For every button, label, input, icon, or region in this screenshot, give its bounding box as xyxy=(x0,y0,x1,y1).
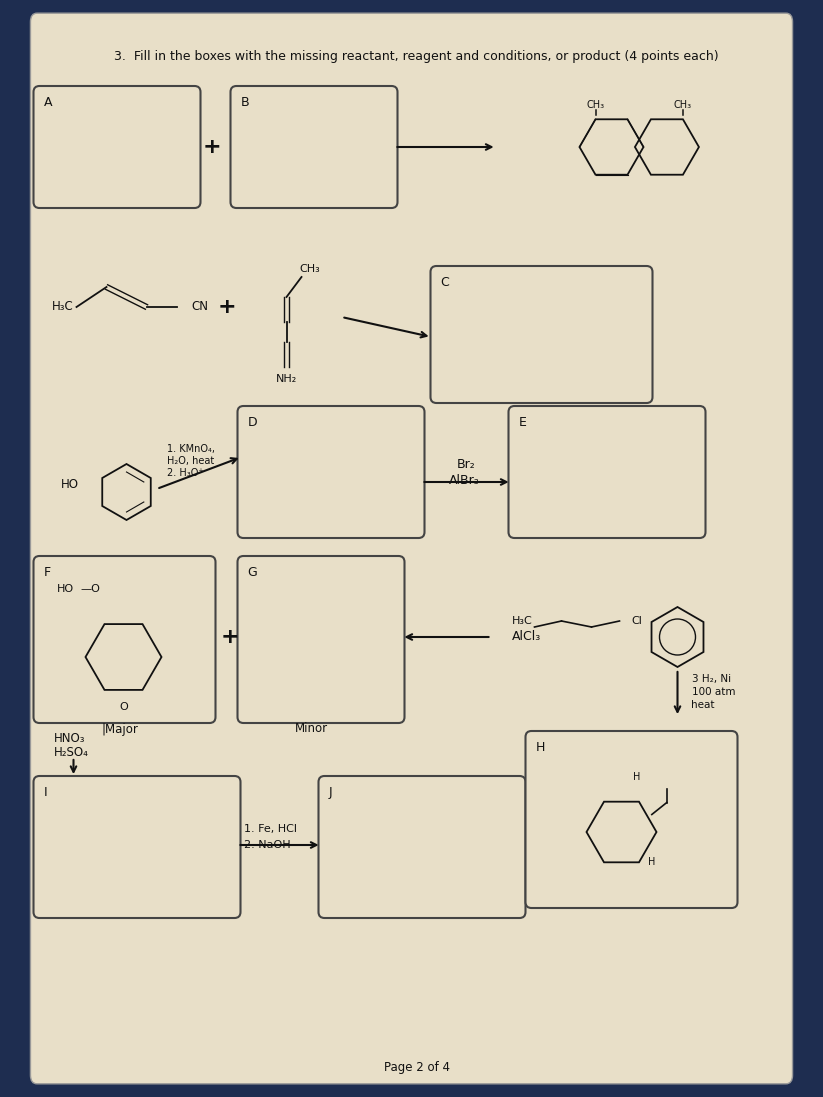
FancyBboxPatch shape xyxy=(230,86,398,208)
Text: H: H xyxy=(536,740,545,754)
FancyBboxPatch shape xyxy=(34,776,240,918)
Text: Br₂: Br₂ xyxy=(457,459,476,472)
FancyBboxPatch shape xyxy=(319,776,526,918)
Text: +: + xyxy=(221,627,239,647)
Text: +: + xyxy=(202,137,221,157)
Text: |Major: |Major xyxy=(101,723,138,735)
Text: HO: HO xyxy=(57,584,73,593)
Text: 100 atm: 100 atm xyxy=(691,687,735,697)
Text: H: H xyxy=(633,772,640,782)
Text: Cl: Cl xyxy=(631,617,643,626)
Text: E: E xyxy=(518,416,527,429)
FancyBboxPatch shape xyxy=(238,556,404,723)
Text: F: F xyxy=(44,566,51,579)
Text: 1. Fe, HCl: 1. Fe, HCl xyxy=(244,824,296,834)
Text: 3 H₂, Ni: 3 H₂, Ni xyxy=(691,674,731,685)
Text: H₂SO₄: H₂SO₄ xyxy=(53,746,88,759)
Text: A: A xyxy=(44,97,52,109)
Text: AlCl₃: AlCl₃ xyxy=(512,631,541,644)
Text: CH₃: CH₃ xyxy=(674,100,692,110)
FancyBboxPatch shape xyxy=(526,731,737,908)
Text: O: O xyxy=(119,702,128,712)
Text: CH₃: CH₃ xyxy=(299,264,320,274)
Text: H₂O, heat: H₂O, heat xyxy=(166,456,214,466)
Text: 2. H₃O⁺: 2. H₃O⁺ xyxy=(166,468,203,478)
Text: B: B xyxy=(240,97,249,109)
Text: heat: heat xyxy=(691,700,715,710)
Text: Page 2 of 4: Page 2 of 4 xyxy=(384,1061,449,1074)
Text: HNO₃: HNO₃ xyxy=(53,733,85,746)
Text: 1. KMnO₄,: 1. KMnO₄, xyxy=(166,444,215,454)
Text: 2. NaOH: 2. NaOH xyxy=(244,840,291,850)
Text: —O: —O xyxy=(81,584,100,593)
Text: HO: HO xyxy=(61,477,78,490)
Text: D: D xyxy=(248,416,257,429)
Text: Minor: Minor xyxy=(295,723,328,735)
Text: +: + xyxy=(217,297,236,317)
Text: J: J xyxy=(328,785,332,799)
Text: C: C xyxy=(440,276,449,289)
Text: H₃C: H₃C xyxy=(52,301,73,314)
FancyBboxPatch shape xyxy=(238,406,425,538)
Text: I: I xyxy=(44,785,47,799)
Text: H: H xyxy=(648,857,655,867)
FancyBboxPatch shape xyxy=(34,86,201,208)
Text: CH₃: CH₃ xyxy=(587,100,605,110)
Text: NH₂: NH₂ xyxy=(276,374,297,384)
FancyBboxPatch shape xyxy=(34,556,216,723)
FancyBboxPatch shape xyxy=(509,406,705,538)
Text: G: G xyxy=(248,566,258,579)
Text: CN: CN xyxy=(192,301,208,314)
Text: AlBr₃: AlBr₃ xyxy=(449,474,480,486)
Text: H₃C: H₃C xyxy=(512,617,532,626)
FancyBboxPatch shape xyxy=(430,265,653,403)
Text: 3.  Fill in the boxes with the missing reactant, reagent and conditions, or prod: 3. Fill in the boxes with the missing re… xyxy=(114,50,718,63)
